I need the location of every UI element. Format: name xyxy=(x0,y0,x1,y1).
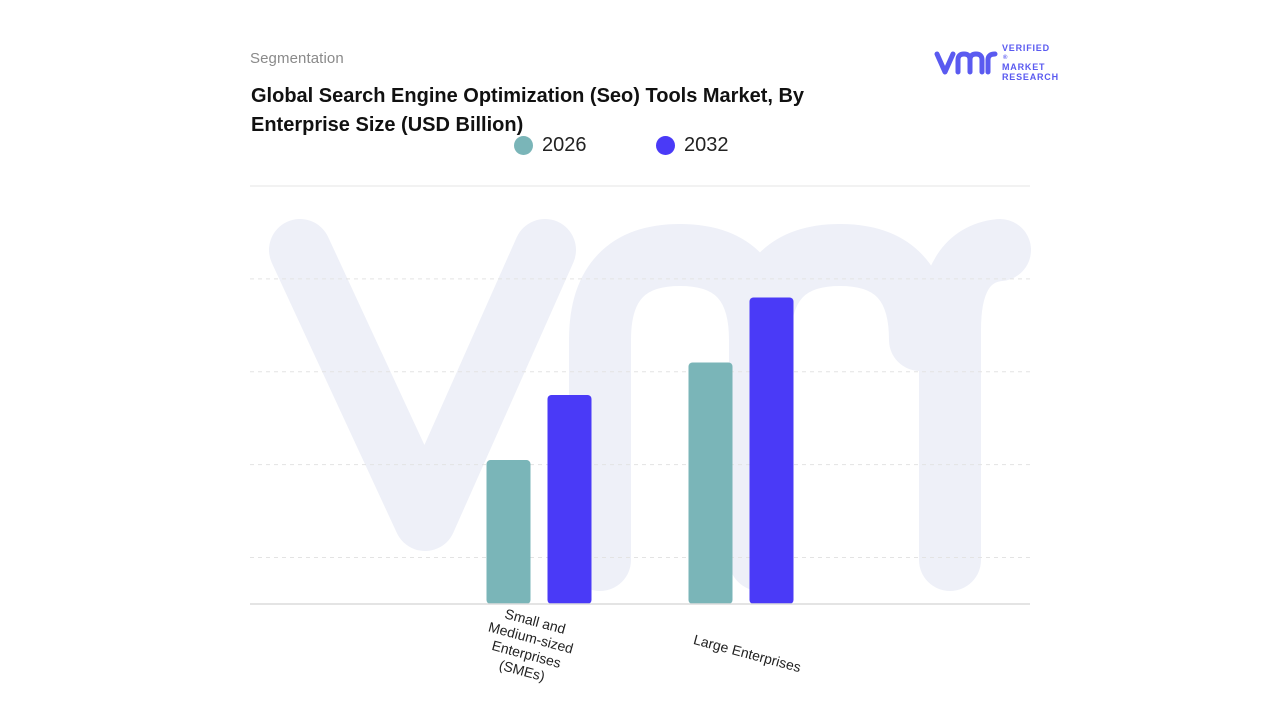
bar-2032-1 xyxy=(749,297,794,604)
legend-label-2026: 2026 xyxy=(542,134,587,156)
bar-2032-0 xyxy=(547,395,592,604)
watermark-vmr xyxy=(269,219,1031,591)
legend-swatch-2032 xyxy=(656,136,675,155)
vmr-logo: VERIFIED ® MARKET RESEARCH xyxy=(934,43,1059,82)
x-tick-label-1: Large Enterprises xyxy=(692,631,803,675)
vmr-logo-text: VERIFIED ® MARKET RESEARCH xyxy=(1002,43,1059,82)
legend-swatch-2026 xyxy=(514,136,533,155)
bar-2026-1 xyxy=(688,362,733,604)
legend-label-2032: 2032 xyxy=(684,134,729,156)
legend-item-2026: 2026 xyxy=(514,134,587,157)
segment-label: Segmentation xyxy=(250,50,344,67)
chart-legend: 2026 2032 xyxy=(0,134,1280,164)
vmr-logo-icon xyxy=(934,51,998,75)
bar-2026-0 xyxy=(486,460,531,604)
legend-item-2032: 2032 xyxy=(656,134,729,157)
x-tick-label-0: Small andMedium-sizedEnterprises(SMEs) xyxy=(478,602,580,689)
chart-title: Global Search Engine Optimization (Seo) … xyxy=(251,85,805,136)
